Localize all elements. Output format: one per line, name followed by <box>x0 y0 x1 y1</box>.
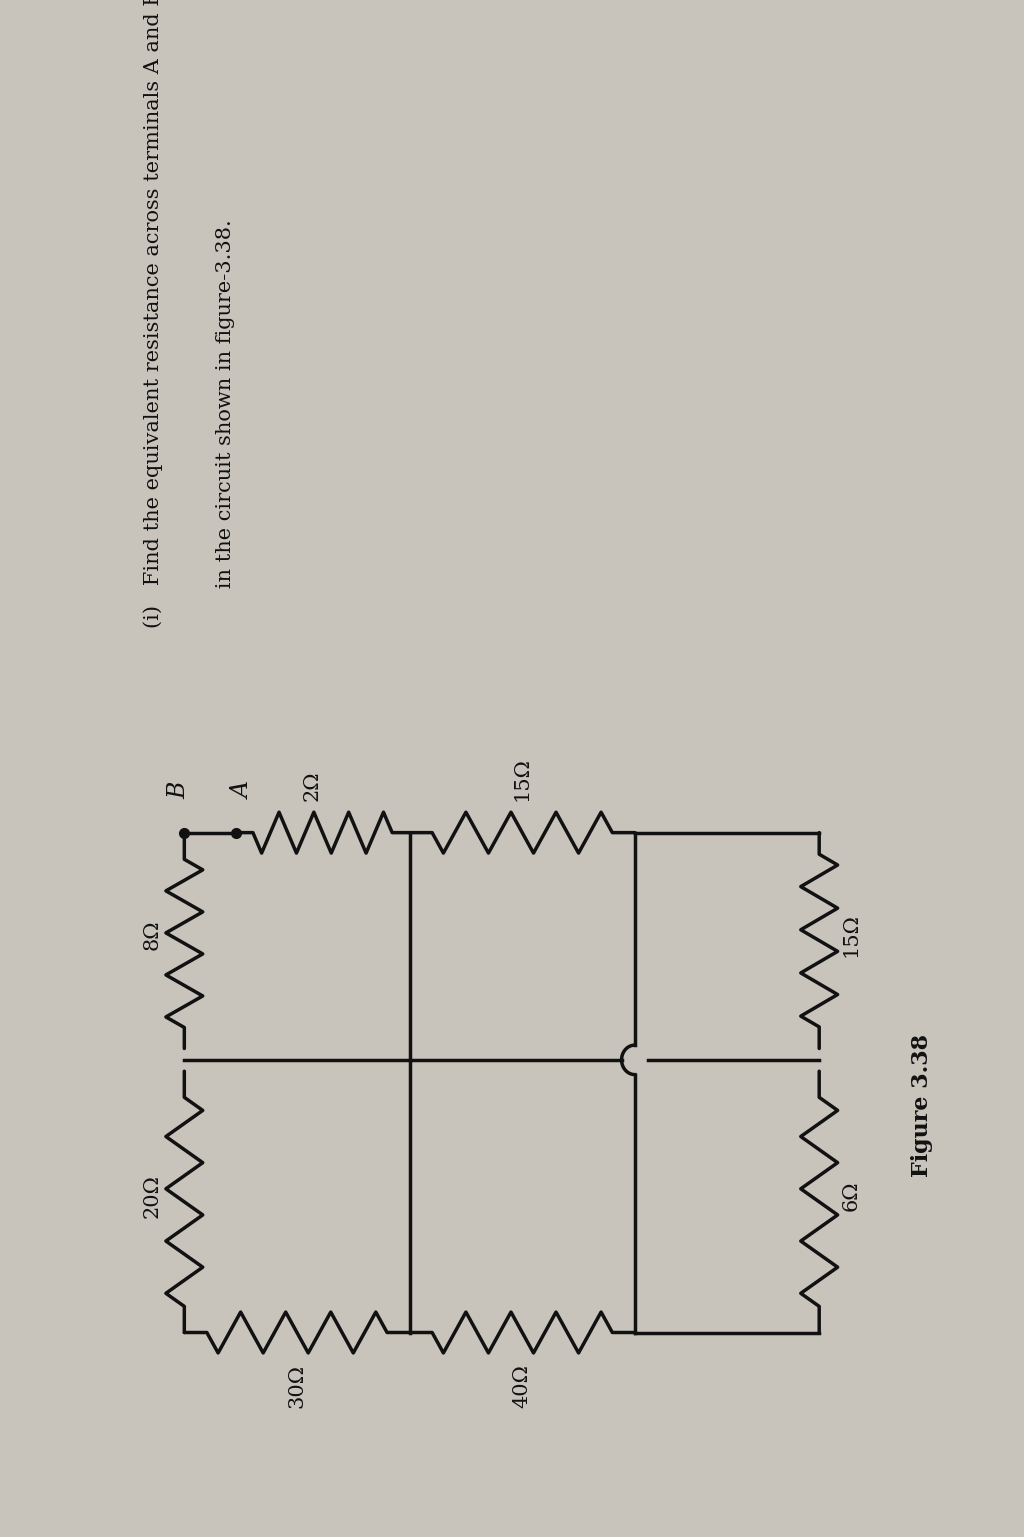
Text: (i)   Find the equivalent resistance across terminals A and B: (i) Find the equivalent resistance acros… <box>143 0 164 629</box>
Text: 15Ω: 15Ω <box>513 756 531 801</box>
Text: B: B <box>168 781 190 799</box>
Text: 30Ω: 30Ω <box>288 1365 306 1408</box>
Text: A: A <box>232 781 255 799</box>
Text: 40Ω: 40Ω <box>513 1365 531 1408</box>
Text: 6Ω: 6Ω <box>842 1180 861 1211</box>
Text: 8Ω: 8Ω <box>142 919 162 950</box>
Text: 20Ω: 20Ω <box>142 1174 162 1219</box>
Text: in the circuit shown in figure-3.38.: in the circuit shown in figure-3.38. <box>216 220 234 629</box>
Text: Figure 3.38: Figure 3.38 <box>910 1034 933 1177</box>
Text: 15Ω: 15Ω <box>842 913 861 958</box>
Text: 2Ω: 2Ω <box>303 770 322 801</box>
